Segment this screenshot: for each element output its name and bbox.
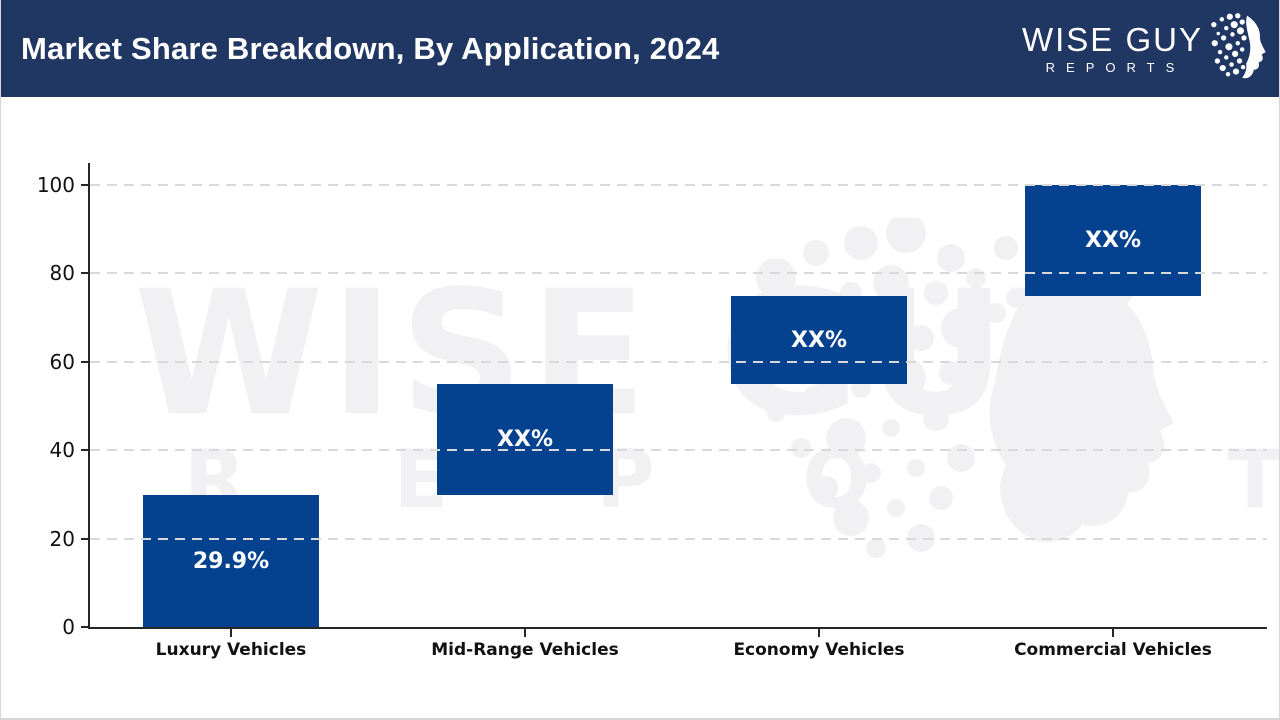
y-tick-label-0: 0	[62, 615, 75, 639]
brand-logo: WISE GUY REPORTS	[1022, 9, 1267, 89]
gridline-40	[90, 449, 1267, 451]
x-tick-luxury-vehicles	[230, 629, 232, 637]
brand-name: WISE GUY	[1021, 20, 1203, 58]
bar-economy-vehicles: XX%	[731, 296, 907, 384]
y-tick-label-40: 40	[49, 438, 75, 462]
x-axis-label-economy-vehicles: Economy Vehicles	[733, 640, 905, 660]
y-tick-label-100: 100	[36, 173, 75, 197]
x-tick-economy-vehicles	[818, 629, 820, 637]
y-axis	[88, 163, 90, 629]
y-tick-label-80: 80	[49, 261, 75, 285]
header-bar: Market Share Breakdown, By Application, …	[1, 0, 1279, 97]
y-tick-0	[81, 626, 89, 628]
x-axis-label-mid-range-vehicles: Mid-Range Vehicles	[431, 640, 619, 660]
x-axis-label-luxury-vehicles: Luxury Vehicles	[155, 640, 307, 660]
gridline-20	[90, 538, 1267, 540]
x-tick-commercial-vehicles	[1112, 629, 1114, 637]
y-tick-label-60: 60	[49, 350, 75, 374]
brand-face-icon	[1211, 12, 1266, 78]
y-tick-40	[81, 449, 89, 451]
watermark-head-icon	[756, 218, 1174, 558]
x-tick-mid-range-vehicles	[524, 629, 526, 637]
gridline-60	[90, 361, 1267, 363]
bar-luxury-vehicles: 29.9%	[143, 495, 319, 627]
x-axis-label-commercial-vehicles: Commercial Vehicles	[1014, 640, 1212, 660]
page-title: Market Share Breakdown, By Application, …	[21, 30, 720, 66]
bar-value-label: XX%	[791, 327, 847, 353]
y-tick-80	[81, 272, 89, 274]
y-tick-60	[81, 361, 89, 363]
y-tick-label-20: 20	[49, 527, 75, 551]
bar-value-label: XX%	[497, 427, 553, 452]
watermark-text: WISE GUY	[134, 253, 1143, 454]
x-axis	[88, 627, 1267, 629]
y-tick-100	[81, 184, 89, 186]
bar-commercial-vehicles: XX%	[1025, 185, 1201, 296]
brand-subname: REPORTS	[1045, 59, 1186, 75]
bar-value-label: XX%	[1085, 228, 1141, 253]
gridline-80	[90, 272, 1267, 274]
bar-mid-range-vehicles: XX%	[437, 384, 613, 495]
brand-logo-text: WISE GUY REPORTS	[1022, 23, 1203, 75]
bar-value-label: 29.9%	[192, 548, 270, 574]
gridline-100	[90, 184, 1267, 186]
y-tick-20	[81, 538, 89, 540]
